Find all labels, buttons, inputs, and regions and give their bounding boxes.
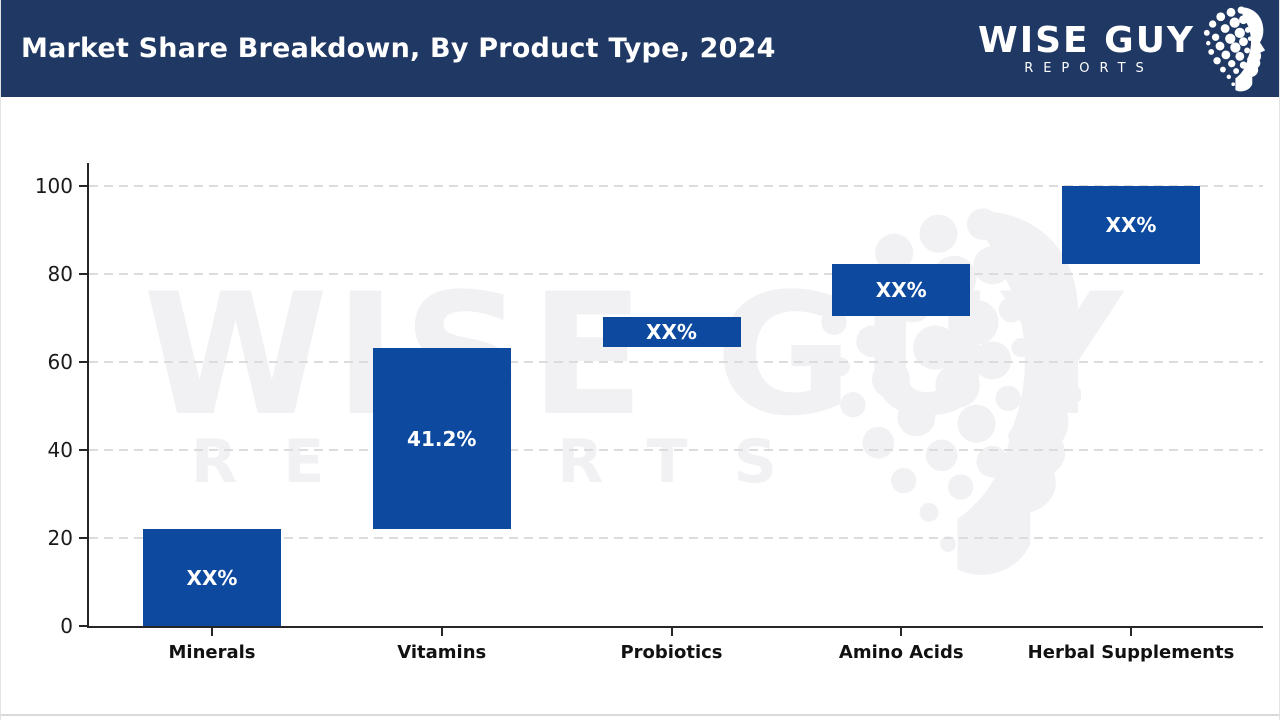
gridline-60 <box>89 361 1263 363</box>
bar-amino-acids: XX% <box>832 263 971 316</box>
bar-probiotics: XX% <box>602 317 741 348</box>
gridline-20 <box>89 537 1263 539</box>
wise-guy-reports-logo: WISE GUY REPORTS <box>978 5 1265 93</box>
y-tick-label-0: 0 <box>60 614 73 638</box>
x-axis-line <box>87 626 1263 628</box>
y-tick-label-60: 60 <box>47 350 73 374</box>
chart-title: Market Share Breakdown, By Product Type,… <box>21 33 776 64</box>
x-category-label: Vitamins <box>397 642 487 663</box>
x-category-label: Amino Acids <box>838 642 964 663</box>
y-tick-label-80: 80 <box>47 262 73 286</box>
bottom-divider <box>1 714 1279 716</box>
bar-vitamins: 41.2% <box>372 347 511 530</box>
x-category-label: Herbal Supplements <box>1027 642 1235 663</box>
gridline-80 <box>89 273 1263 275</box>
y-tick-mark-80 <box>79 273 87 275</box>
logo-line1: WISE GUY <box>977 19 1195 61</box>
bar-value-label: XX% <box>875 277 927 302</box>
x-tick-mark-3 <box>900 628 903 636</box>
x-tick-mark-2 <box>670 628 673 636</box>
gridline-40 <box>89 449 1263 451</box>
y-tick-mark-40 <box>79 449 87 451</box>
x-tick-mark-4 <box>1130 628 1132 636</box>
logo-text: WISE GUY REPORTS <box>977 19 1195 76</box>
y-tick-mark-0 <box>79 625 87 627</box>
gridline-100 <box>89 185 1263 187</box>
x-tick-mark-1 <box>440 628 443 636</box>
dotted-head-profile-icon <box>1203 5 1265 91</box>
y-tick-mark-60 <box>79 361 87 363</box>
bar-minerals: XX% <box>143 529 281 626</box>
waterfall-chart: WISE GUY REPORTS 020406080100XX%Minerals… <box>1 97 1279 720</box>
bar-value-label: XX% <box>186 565 238 590</box>
y-tick-label-20: 20 <box>47 526 73 550</box>
bar-herbal-supplements: XX% <box>1062 186 1200 264</box>
x-category-label: Probiotics <box>620 642 723 663</box>
watermark-head-profile-icon <box>821 208 1081 575</box>
bar-value-label: XX% <box>646 320 697 345</box>
y-axis-line <box>87 163 89 628</box>
y-tick-label-100: 100 <box>34 174 73 198</box>
bar-value-label: 41.2% <box>407 426 477 451</box>
y-tick-mark-100 <box>79 185 87 187</box>
logo-line2: REPORTS <box>1024 60 1154 76</box>
x-tick-mark-0 <box>211 628 213 636</box>
header-banner: Market Share Breakdown, By Product Type,… <box>1 0 1279 97</box>
y-tick-mark-20 <box>79 537 87 539</box>
bar-value-label: XX% <box>1105 212 1157 237</box>
y-tick-label-40: 40 <box>47 438 73 462</box>
x-category-label: Minerals <box>168 642 256 663</box>
